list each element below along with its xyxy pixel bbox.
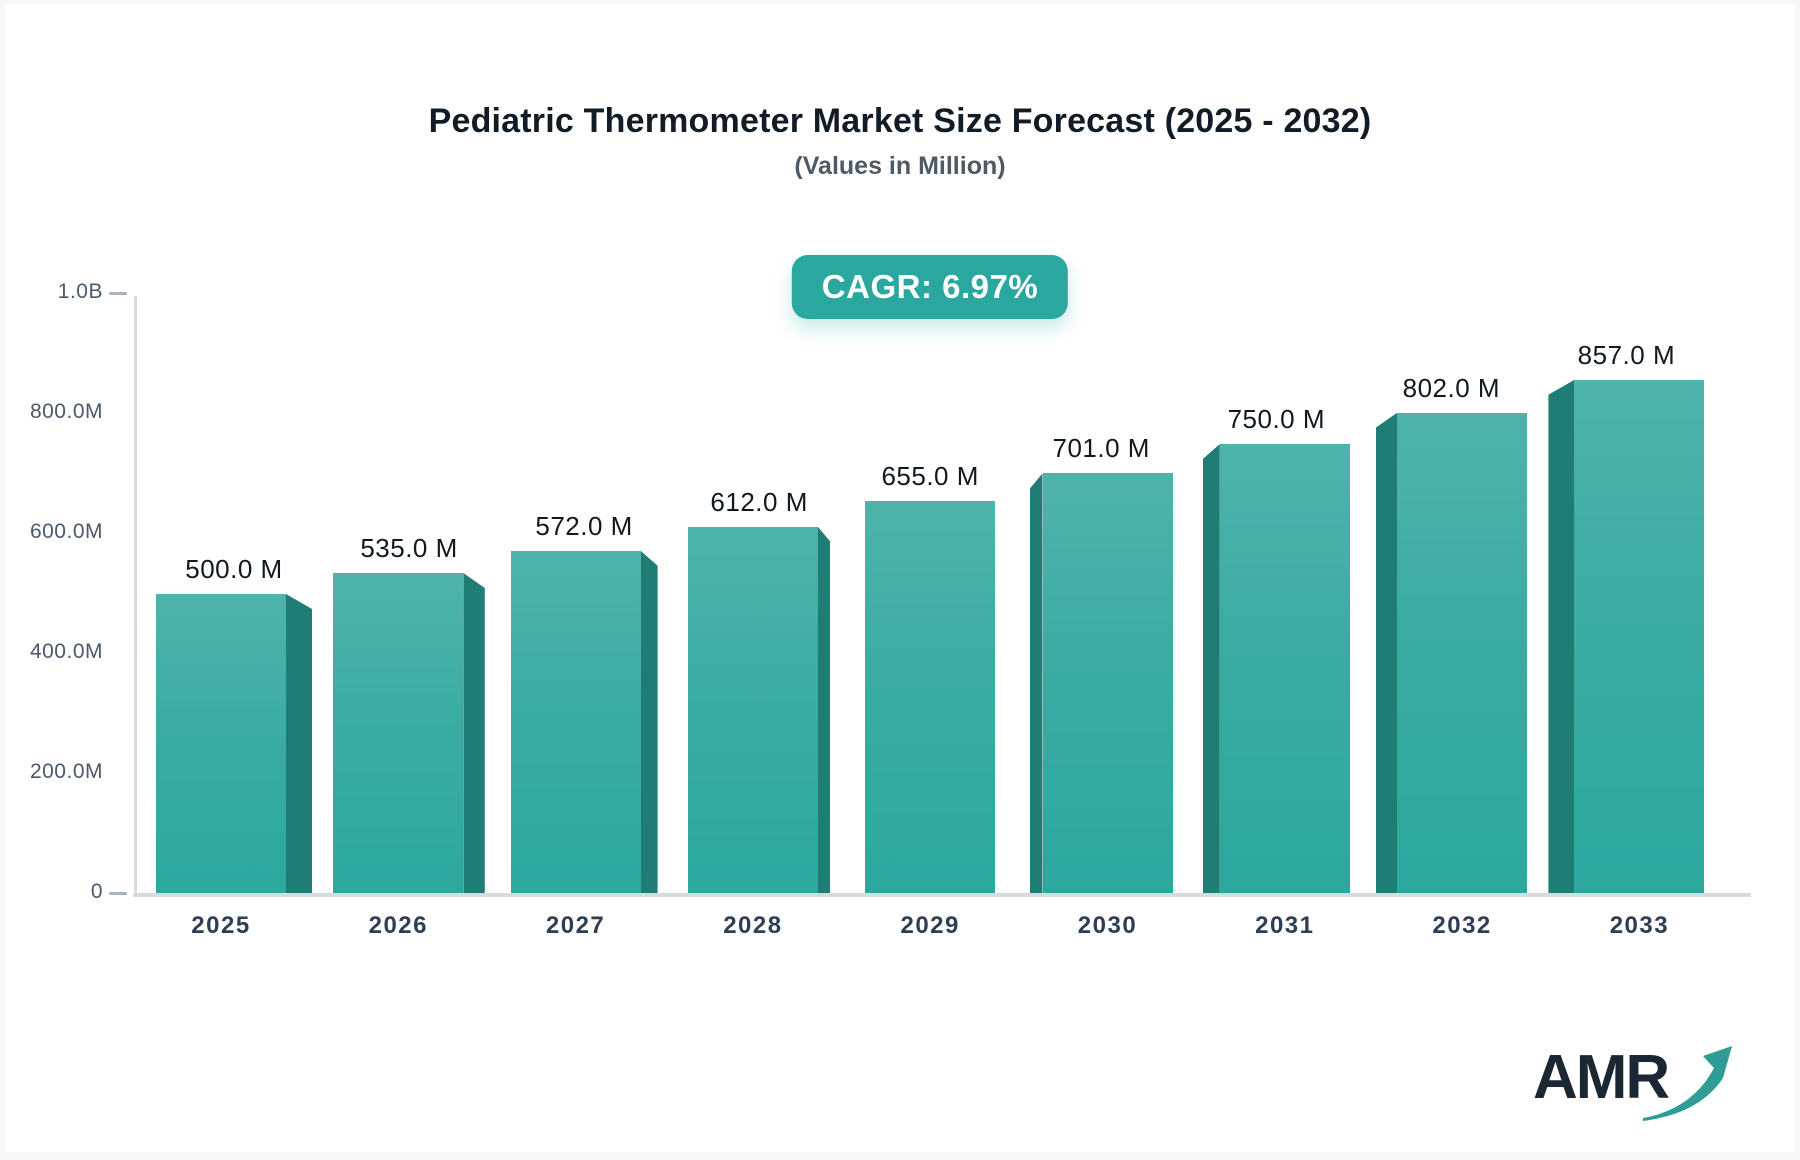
- amr-logo-text: AMR: [1533, 1043, 1669, 1112]
- bar-2033: [1574, 380, 1704, 894]
- y-axis-tick-label: 200.0M: [3, 760, 103, 784]
- y-axis-line: [134, 296, 137, 895]
- y-axis-tick-mark: [109, 892, 127, 895]
- x-axis-year-label: 2031: [1200, 912, 1370, 940]
- bar-2025: [156, 594, 286, 894]
- x-axis-year-label: 2025: [136, 912, 306, 940]
- bar-side-face: [1376, 413, 1398, 894]
- bar-side-face: [818, 527, 831, 894]
- y-axis-tick-label: 1.0B: [3, 280, 103, 304]
- y-axis-tick-label: 600.0M: [3, 520, 103, 544]
- x-axis-year-label: 2033: [1554, 912, 1724, 940]
- chart-card: Pediatric Thermometer Market Size Foreca…: [5, 4, 1795, 1152]
- bar-side-face: [286, 594, 312, 894]
- bar-2032: [1397, 413, 1527, 894]
- bar-2031: [1220, 444, 1350, 894]
- x-axis-year-label: 2028: [668, 912, 838, 940]
- x-axis-year-label: 2030: [1023, 912, 1193, 940]
- bar-side-face: [641, 551, 658, 894]
- x-axis-year-label: 2029: [845, 912, 1015, 940]
- y-axis-tick-label: 400.0M: [3, 640, 103, 664]
- bar-side-face: [1203, 444, 1220, 894]
- bar-value-label: 802.0 M: [1341, 373, 1561, 404]
- x-axis-year-label: 2027: [491, 912, 661, 940]
- bar-value-label: 857.0 M: [1516, 340, 1736, 371]
- bar-value-label: 701.0 M: [991, 433, 1211, 464]
- x-axis-line: [133, 893, 1751, 897]
- bar-side-face: [1030, 473, 1043, 894]
- bar-side-face: [1548, 380, 1574, 894]
- bar-value-label: 750.0 M: [1166, 404, 1386, 435]
- y-axis-tick-label: 800.0M: [3, 400, 103, 424]
- x-axis-year-label: 2032: [1377, 912, 1547, 940]
- bar-2026: [333, 573, 463, 894]
- x-axis-year-label: 2026: [313, 912, 483, 940]
- y-axis-tick-label: 0: [3, 880, 103, 904]
- bar-value-label: 655.0 M: [820, 461, 1040, 492]
- bar-side-face: [463, 573, 485, 894]
- amr-logo[interactable]: AMR: [1531, 1032, 1741, 1124]
- bar-2030: [1043, 473, 1173, 894]
- bar-2028: [688, 527, 818, 894]
- y-axis-tick-mark: [109, 292, 127, 295]
- bar-2029: [865, 501, 995, 894]
- bar-2027: [511, 551, 641, 894]
